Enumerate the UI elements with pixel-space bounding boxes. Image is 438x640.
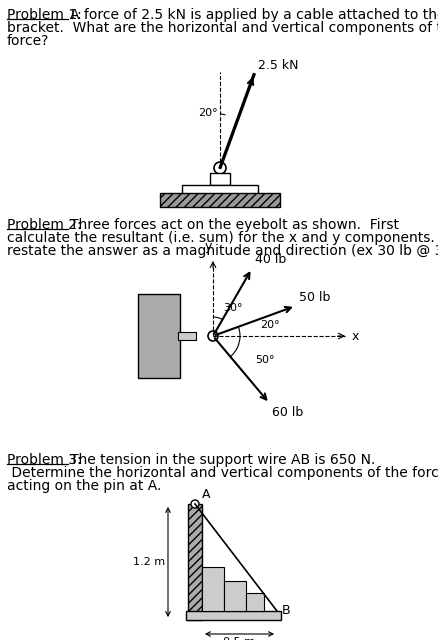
- Text: force?: force?: [7, 34, 49, 48]
- Text: 60 lb: 60 lb: [271, 406, 302, 419]
- Text: 20°: 20°: [198, 108, 218, 118]
- Text: A force of 2.5 kN is applied by a cable attached to the: A force of 2.5 kN is applied by a cable …: [70, 8, 438, 22]
- Text: 0.5 m: 0.5 m: [223, 637, 255, 640]
- Text: x: x: [351, 330, 359, 342]
- Text: B: B: [281, 605, 290, 618]
- Bar: [182, 185, 258, 195]
- Text: Three forces act on the eyebolt as shown.  First: Three forces act on the eyebolt as shown…: [70, 218, 398, 232]
- Circle shape: [208, 331, 218, 341]
- Bar: [209, 173, 230, 185]
- Text: bracket.  What are the horizontal and vertical components of this: bracket. What are the horizontal and ver…: [7, 21, 438, 35]
- Text: 20°: 20°: [259, 320, 279, 330]
- Text: Determine the horizontal and vertical components of the force: Determine the horizontal and vertical co…: [7, 466, 438, 480]
- Circle shape: [213, 162, 226, 174]
- Text: 50 lb: 50 lb: [298, 291, 329, 304]
- Bar: [159, 193, 279, 207]
- Text: restate the answer as a magnitude and direction (ex 30 lb @ 37.2°): restate the answer as a magnitude and di…: [7, 244, 438, 258]
- Bar: [223, 581, 245, 611]
- Text: Problem 2:: Problem 2:: [7, 218, 81, 232]
- Text: The tension in the support wire AB is 650 N.: The tension in the support wire AB is 65…: [70, 453, 374, 467]
- Text: Problem 3:: Problem 3:: [7, 453, 81, 467]
- Bar: [245, 593, 263, 611]
- Text: 40 lb: 40 lb: [254, 253, 286, 266]
- Bar: [186, 611, 280, 620]
- Text: A: A: [201, 488, 210, 501]
- Bar: [201, 567, 223, 611]
- Bar: [138, 294, 180, 378]
- Bar: [187, 504, 201, 620]
- Text: 50°: 50°: [254, 355, 274, 365]
- Text: 30°: 30°: [223, 303, 242, 313]
- Text: y: y: [204, 240, 211, 253]
- Text: 1.2 m: 1.2 m: [133, 557, 165, 567]
- Text: Problem 1:: Problem 1:: [7, 8, 81, 22]
- Text: acting on the pin at A.: acting on the pin at A.: [7, 479, 161, 493]
- Circle shape: [191, 500, 198, 508]
- Text: 2.5 kN: 2.5 kN: [258, 59, 298, 72]
- Text: calculate the resultant (i.e. sum) for the x and y components.  Then: calculate the resultant (i.e. sum) for t…: [7, 231, 438, 245]
- Bar: [177, 332, 195, 340]
